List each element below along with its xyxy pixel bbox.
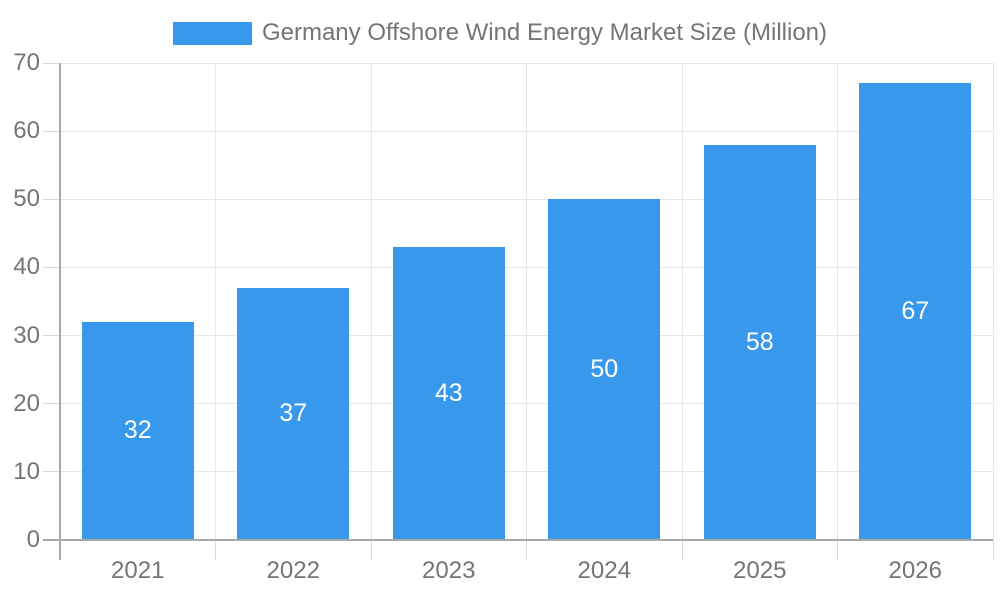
x-tick-label: 2023 (422, 557, 476, 584)
x-axis-tick (992, 540, 994, 560)
y-tick-label: 40 (13, 253, 40, 281)
x-tick-label: 2021 (111, 557, 165, 584)
y-tick-label: 20 (13, 389, 40, 417)
gridline-vertical (215, 63, 216, 540)
bar[interactable]: 58 (703, 144, 816, 540)
bar-value-label: 32 (123, 416, 152, 445)
y-tick-label: 30 (13, 321, 40, 349)
y-tick-label: 50 (13, 185, 40, 213)
y-axis-tick (43, 198, 60, 200)
bar-value-label: 58 (745, 327, 774, 356)
bar[interactable]: 67 (859, 83, 972, 540)
x-axis-tick (215, 540, 216, 560)
y-tick-label: 0 (26, 526, 40, 553)
bar[interactable]: 32 (81, 321, 194, 540)
y-axis-tick (43, 471, 60, 473)
bar[interactable]: 50 (548, 199, 661, 540)
chart-legend: Germany Offshore Wind Energy Market Size… (0, 20, 1000, 46)
x-tick-label: 2026 (888, 557, 942, 584)
x-axis-tick (837, 540, 838, 560)
bar[interactable]: 43 (392, 246, 505, 540)
y-axis-line (59, 63, 61, 560)
x-axis-tick (526, 540, 527, 560)
x-tick-label: 2022 (266, 557, 320, 584)
y-axis-tick (43, 62, 60, 64)
y-axis-tick (43, 130, 60, 132)
gridline-vertical (837, 63, 838, 540)
bar-value-label: 43 (434, 378, 463, 407)
gridline-vertical (681, 63, 683, 540)
bar[interactable]: 37 (237, 287, 350, 540)
bar-value-label: 50 (590, 355, 619, 384)
gridline-vertical (526, 63, 527, 540)
legend-swatch (172, 21, 252, 45)
x-axis-line (43, 539, 993, 541)
x-axis-tick (370, 540, 372, 560)
y-axis-tick (43, 266, 60, 268)
gridline-vertical (370, 63, 372, 540)
y-tick-label: 10 (13, 457, 40, 485)
gridline-vertical (992, 63, 994, 540)
bar-value-label: 37 (279, 399, 308, 428)
x-axis-tick (681, 540, 683, 560)
y-tick-label: 70 (13, 49, 40, 76)
legend-title: Germany Offshore Wind Energy Market Size… (261, 19, 828, 46)
x-tick-label: 2024 (577, 557, 631, 584)
x-tick-label: 2025 (733, 557, 787, 584)
y-axis-tick (43, 335, 60, 337)
y-tick-label: 60 (13, 117, 40, 145)
y-axis-tick (43, 403, 60, 405)
bar-value-label: 67 (901, 297, 930, 326)
